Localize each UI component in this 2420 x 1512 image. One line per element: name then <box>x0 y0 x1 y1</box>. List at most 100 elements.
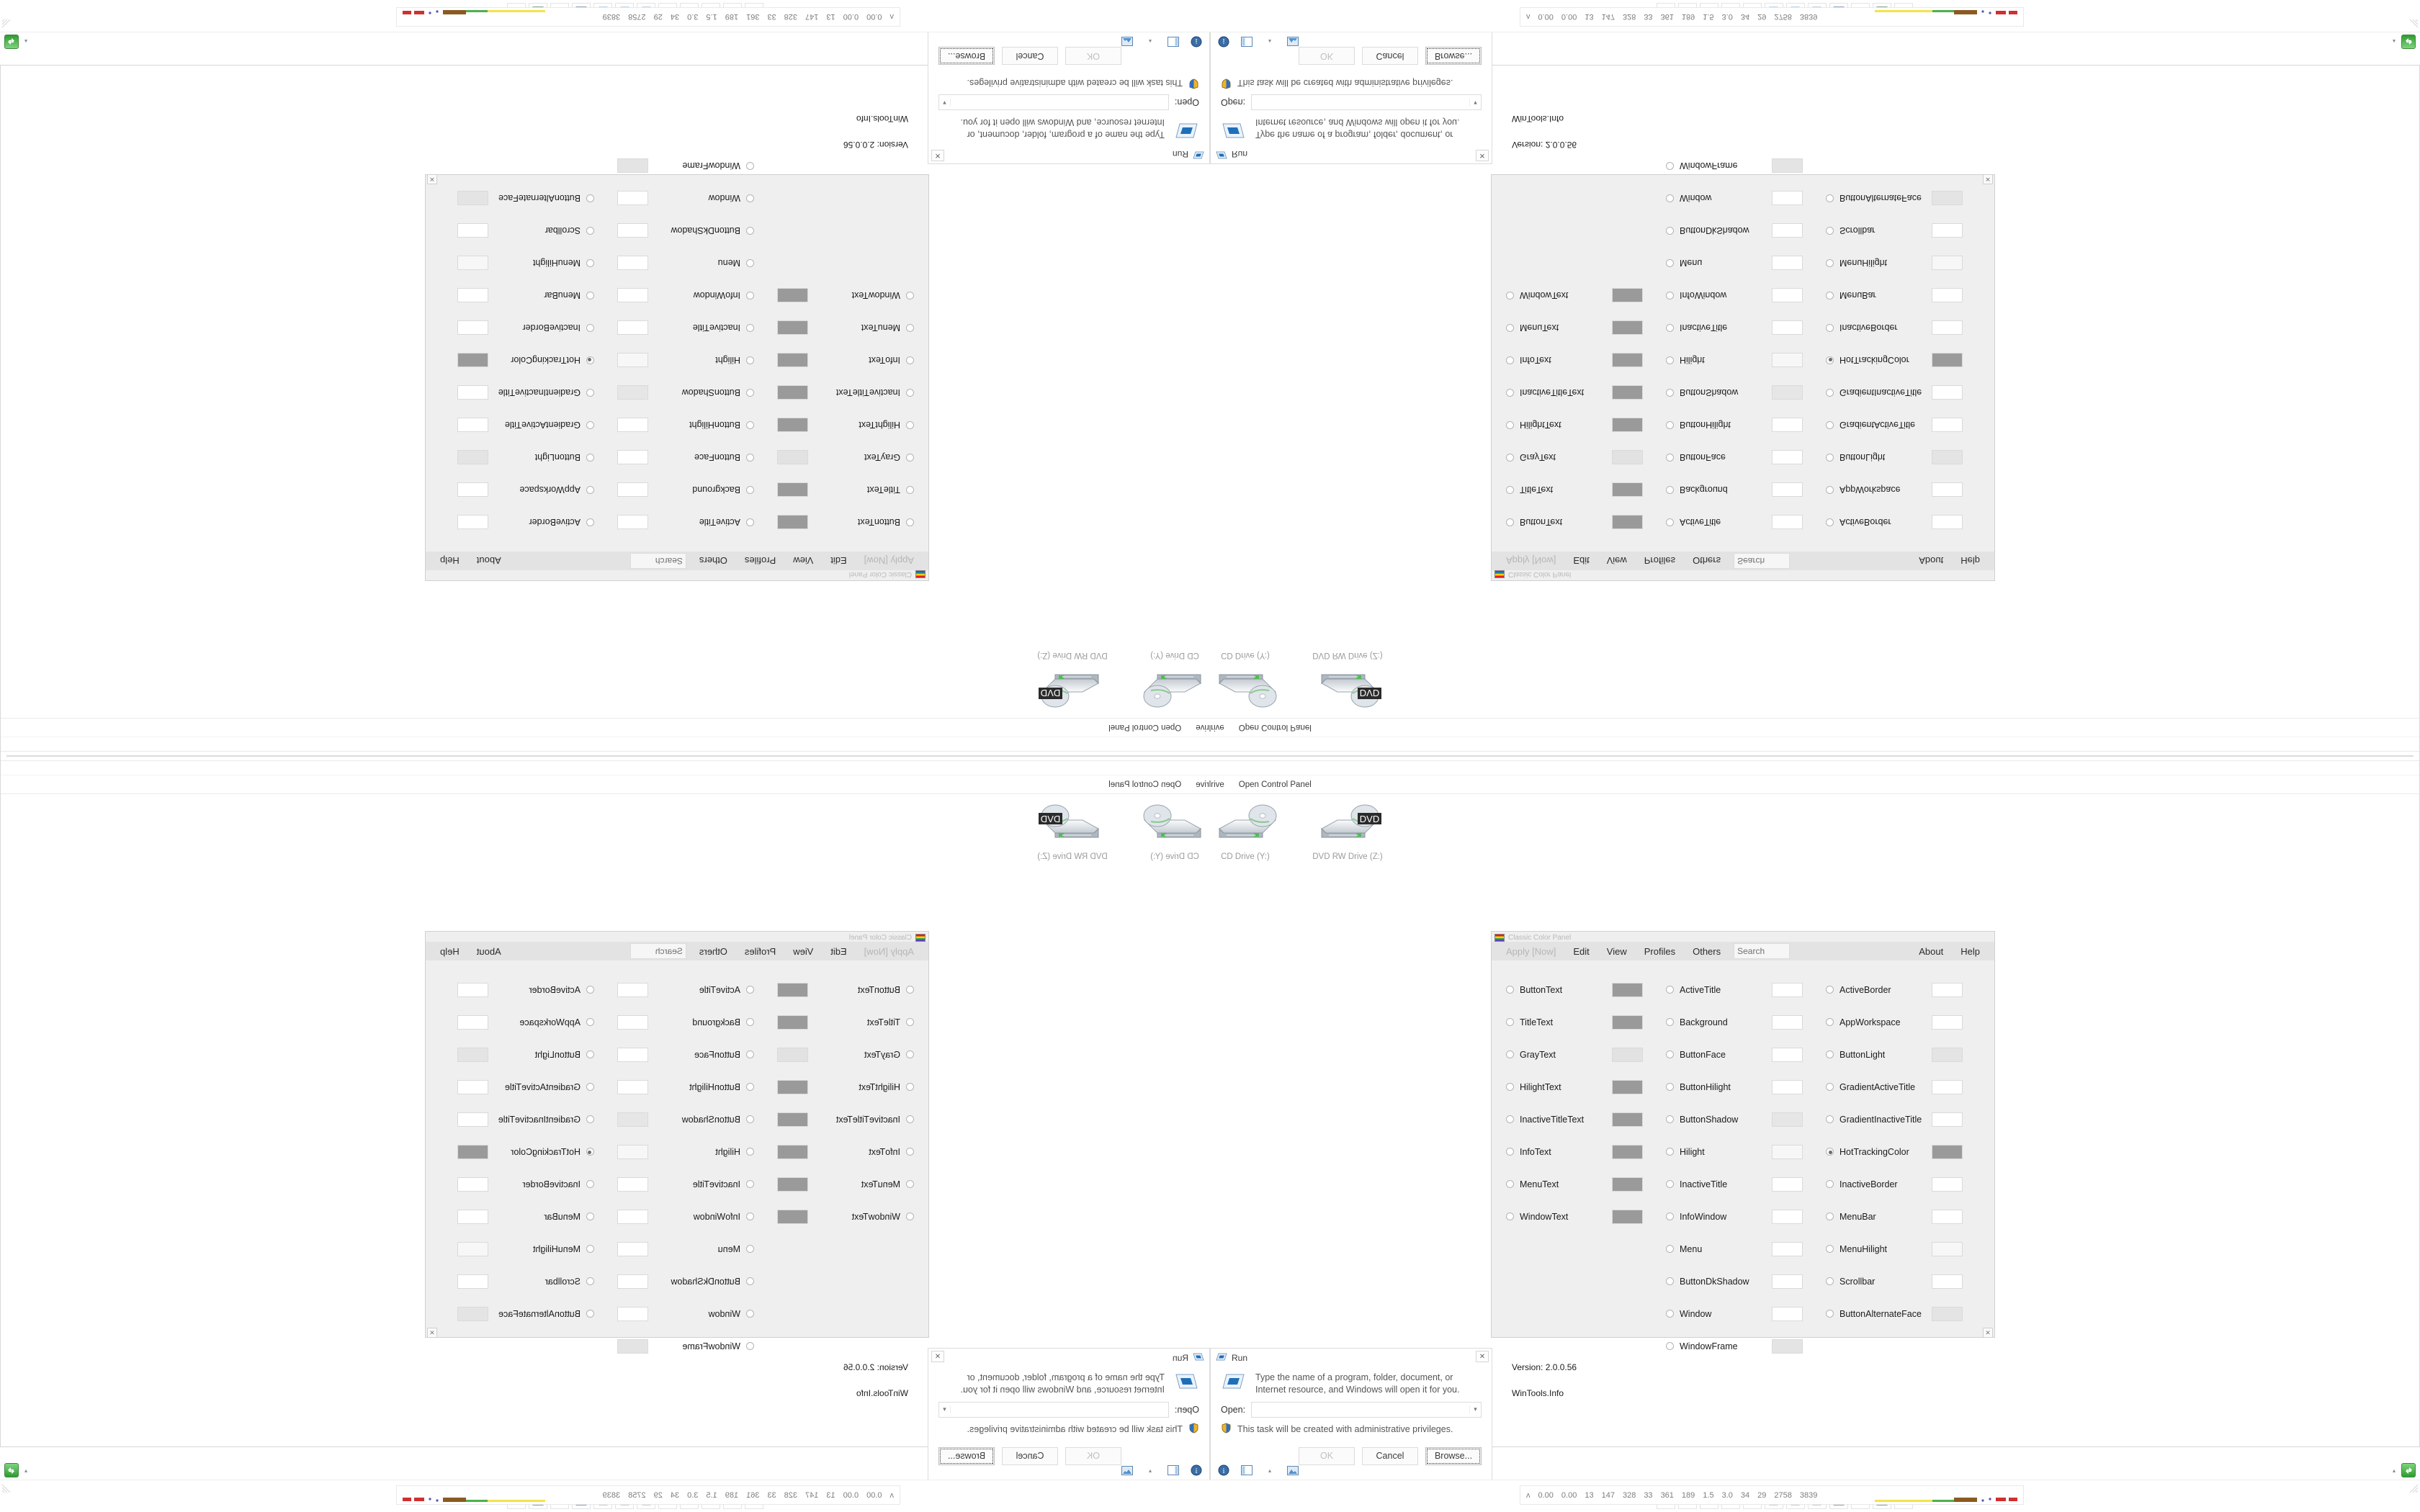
resize-grip-icon[interactable] <box>1 1482 13 1493</box>
radio-buttondkshadow[interactable] <box>746 1277 754 1285</box>
caret-icon[interactable]: ▴ <box>1268 38 1271 45</box>
color-row[interactable]: ButtonAlternateFace <box>434 182 594 215</box>
color-row[interactable]: ButtonText <box>1506 973 1666 1006</box>
color-row[interactable]: MenuText <box>754 1168 914 1200</box>
color-swatch[interactable] <box>777 353 808 368</box>
color-swatch[interactable] <box>777 982 808 997</box>
color-row[interactable]: MenuHilight <box>1826 247 1986 279</box>
color-row[interactable]: MenuText <box>754 312 914 344</box>
radio-hottrackingcolor[interactable] <box>586 356 594 364</box>
color-swatch[interactable] <box>457 223 488 238</box>
radio-buttontext[interactable] <box>1506 518 1514 526</box>
panel-layout-icon[interactable] <box>1167 35 1180 48</box>
menu-profiles[interactable]: Profiles <box>1644 555 1676 567</box>
color-row[interactable]: MenuBar <box>434 1200 594 1233</box>
breadcrumb[interactable]: ▾ Computer ▾ <box>1210 756 2414 757</box>
search-input[interactable]: Search <box>1734 943 1791 959</box>
color-swatch[interactable] <box>777 1079 808 1094</box>
system-monitor-tray[interactable]: ʌ 0.00 0.00 13 147 328 33 361 189 1.5 3.0 34 29 2758… <box>396 7 900 27</box>
color-swatch[interactable] <box>617 353 648 368</box>
toolbar-open-control-panel[interactable]: Open Control Panel <box>1238 780 1312 789</box>
radio-hilight[interactable] <box>1666 1148 1674 1156</box>
color-row[interactable]: GradientInactiveTitle <box>1826 1103 1986 1135</box>
sync-icon[interactable] <box>2401 35 2416 49</box>
radio-graytext[interactable] <box>1506 1050 1514 1058</box>
color-row[interactable]: Menu <box>594 247 754 279</box>
radio-buttontext[interactable] <box>906 986 914 994</box>
radio-hilight[interactable] <box>746 1148 754 1156</box>
color-swatch[interactable] <box>1772 385 1803 400</box>
color-row[interactable]: HilightText <box>754 1071 914 1103</box>
color-swatch[interactable] <box>1772 320 1803 336</box>
color-swatch[interactable] <box>1612 1176 1643 1192</box>
color-row[interactable]: AppWorkspace <box>1826 1006 1986 1038</box>
sync-icon[interactable] <box>2401 1463 2416 1477</box>
radio-buttonlight[interactable] <box>586 1050 594 1058</box>
drive-item[interactable]: DVD DVD RW Drive (Z:) <box>1029 651 1116 709</box>
color-swatch[interactable] <box>617 1144 648 1159</box>
radio-menuhilight[interactable] <box>1826 259 1834 267</box>
color-row[interactable]: AppWorkspace <box>1826 474 1986 506</box>
browse-button[interactable]: Browse... <box>1425 1446 1482 1465</box>
color-row[interactable]: Background <box>1666 474 1826 506</box>
color-swatch[interactable] <box>777 1112 808 1127</box>
info-icon[interactable]: i <box>1217 1464 1230 1477</box>
color-row[interactable]: Background <box>594 1006 754 1038</box>
color-row[interactable]: ButtonShadow <box>1666 1103 1826 1135</box>
color-row[interactable]: WindowFrame <box>594 1330 754 1362</box>
apply-now-button[interactable]: Apply [Now] <box>1506 945 1556 957</box>
color-row[interactable]: TitleText <box>754 1006 914 1038</box>
radio-hilighttext[interactable] <box>906 421 914 429</box>
ccp-close-button[interactable]: ✕ <box>1983 1328 1993 1338</box>
radio-window[interactable] <box>746 1310 754 1318</box>
color-row[interactable]: GrayText <box>754 1038 914 1071</box>
color-row[interactable]: ButtonDkShadow <box>594 1265 754 1297</box>
color-row[interactable]: ButtonDkShadow <box>1666 1265 1826 1297</box>
radio-inactiveborder[interactable] <box>586 324 594 332</box>
color-swatch[interactable] <box>777 385 808 400</box>
color-row[interactable]: Scrollbar <box>434 1265 594 1297</box>
radio-titletext[interactable] <box>1506 486 1514 494</box>
breadcrumb[interactable]: ▾ Computer ▾ <box>1210 755 2414 756</box>
radio-windowtext[interactable] <box>906 1212 914 1220</box>
run-open-input[interactable]: ▾ <box>938 1401 1169 1418</box>
color-swatch[interactable] <box>457 288 488 303</box>
radio-window[interactable] <box>1666 1310 1674 1318</box>
radio-background[interactable] <box>746 1018 754 1026</box>
color-row[interactable]: InactiveTitle <box>594 1168 754 1200</box>
color-row[interactable]: ActiveTitle <box>594 506 754 539</box>
color-swatch[interactable] <box>777 1176 808 1192</box>
radio-gradientactivetitle[interactable] <box>586 421 594 429</box>
color-swatch[interactable] <box>1612 418 1643 433</box>
radio-menubar[interactable] <box>1826 1212 1834 1220</box>
color-swatch[interactable] <box>457 1047 488 1062</box>
color-swatch[interactable] <box>1772 1144 1803 1159</box>
drive-item[interactable]: CD Drive (Y:) <box>1131 803 1210 861</box>
sysmon-expand-caret[interactable]: ʌ <box>1526 12 1531 22</box>
color-row[interactable]: Scrollbar <box>1826 1265 1986 1297</box>
radio-windowframe[interactable] <box>746 1342 754 1350</box>
toolbar-map-drive[interactable]: Map network drive <box>1196 723 1210 732</box>
color-row[interactable]: Scrollbar <box>1826 215 1986 247</box>
color-row[interactable]: InfoWindow <box>1666 1200 1826 1233</box>
radio-buttonhilight[interactable] <box>746 1083 754 1091</box>
menu-view[interactable]: View <box>1606 555 1627 567</box>
color-swatch[interactable] <box>457 1176 488 1192</box>
tray-expand-caret-icon[interactable]: ▴ <box>2392 1467 2396 1474</box>
color-swatch[interactable] <box>777 450 808 465</box>
radio-buttonalternateface[interactable] <box>586 194 594 202</box>
color-row[interactable]: MenuBar <box>434 279 594 312</box>
color-row[interactable]: GradientInactiveTitle <box>434 1103 594 1135</box>
color-swatch[interactable] <box>1772 450 1803 465</box>
color-row[interactable]: Window <box>1666 182 1826 215</box>
radio-scrollbar[interactable] <box>1826 1277 1834 1285</box>
menu-help[interactable]: Help <box>1960 945 1980 957</box>
color-swatch[interactable] <box>617 385 648 400</box>
drive-item[interactable]: DVD DVD RW Drive (Z:) <box>1304 651 1391 709</box>
radio-infotext[interactable] <box>1506 1148 1514 1156</box>
radio-buttonshadow[interactable] <box>746 389 754 397</box>
radio-buttonhilight[interactable] <box>1666 1083 1674 1091</box>
color-row[interactable]: MenuHilight <box>434 1233 594 1265</box>
color-row[interactable]: ButtonFace <box>594 441 754 474</box>
radio-windowtext[interactable] <box>1506 1212 1514 1220</box>
